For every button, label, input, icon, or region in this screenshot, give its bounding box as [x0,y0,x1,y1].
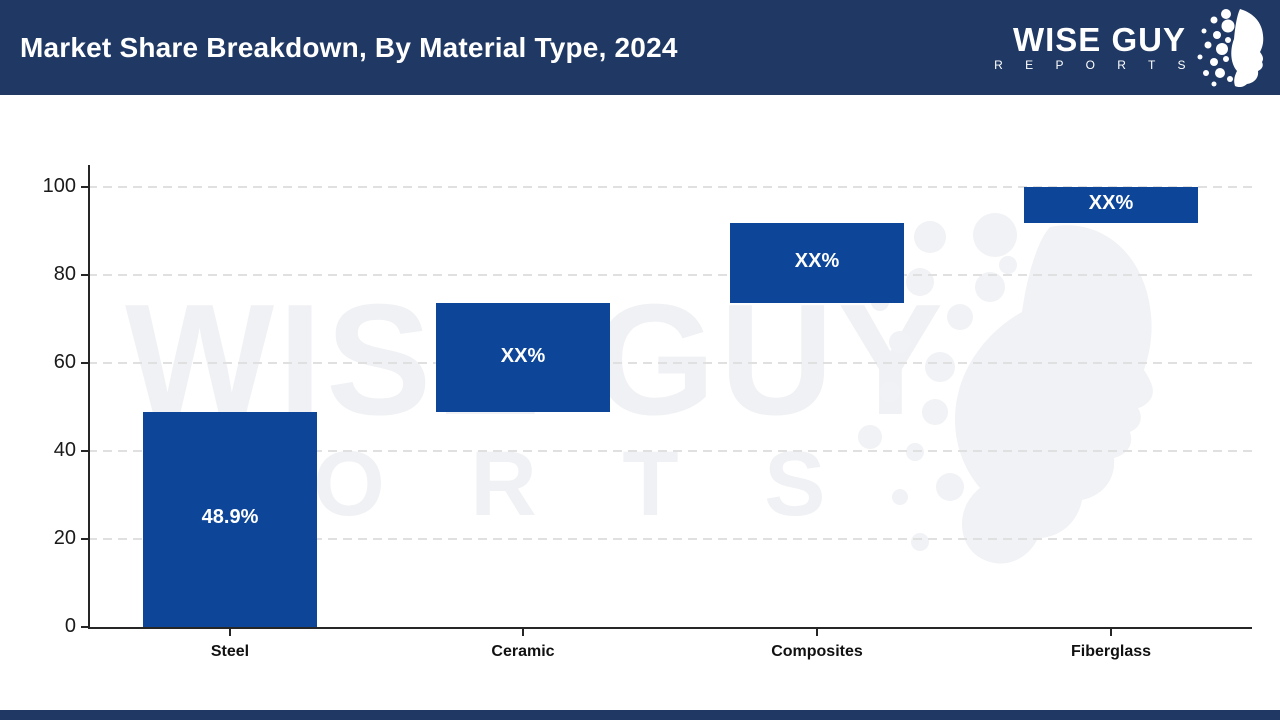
gridline-60 [88,362,1252,364]
y-axis-tick-label: 60 [53,351,76,373]
y-axis-tick-label: 100 [42,175,76,197]
bar-value-label: XX% [794,250,840,273]
brand-logo-name: WISE GUY [1012,20,1186,58]
y-axis-tick-mark [81,626,88,628]
x-axis-category-label: Fiberglass [1070,643,1152,660]
y-axis-tick-label: 40 [53,439,76,461]
bar-value-label: 48.9% [201,506,259,529]
x-axis-category-label: Ceramic [491,643,555,660]
y-axis-tick-mark [81,450,88,452]
bar-value-label: XX% [500,344,546,367]
bar-value-label: XX% [1088,192,1134,215]
x-axis-category-label: Steel [210,643,250,660]
brand-logo-subtitle: R E P O R T S [994,57,1195,72]
page-title: Market Share Breakdown, By Material Type… [20,31,678,63]
x-axis-line [88,627,1252,629]
y-axis-line [88,165,90,629]
y-axis-tick-label: 80 [53,263,76,285]
brand-logo: WISE GUY R E P O R T S [994,7,1266,89]
waterfall-chart: 0 20 40 60 80 100 48.9% XX% XX% XX% Steel Ceramic Co… [0,95,1280,710]
gridline-20 [88,538,1252,540]
header-bar: Market Share Breakdown, By Material Type… [0,0,1280,95]
x-axis-category-label: Composites [771,643,863,660]
bar-steel [143,411,317,627]
x-axis-tick-mark [816,629,818,636]
x-axis-tick-mark [522,629,524,636]
brand-logo-text: WISE GUY R E P O R T S [994,20,1186,73]
y-axis-tick-label: 0 [64,615,76,637]
gridline-40 [88,450,1252,452]
footer-bar [0,710,1280,720]
bar-fiberglass [1024,187,1198,224]
y-axis-tick-mark [81,538,88,540]
bar-composites [730,223,904,304]
y-axis-tick-mark [81,186,88,188]
y-axis-tick-label: 20 [53,527,76,549]
x-axis-tick-mark [229,629,231,636]
brand-logo-face-icon [1197,8,1264,87]
x-axis-tick-mark [1110,629,1112,636]
y-axis-tick-mark [81,274,88,276]
gridline-80 [88,274,1252,276]
watermark-face-icon [858,213,1153,564]
bar-ceramic [436,303,610,412]
y-axis-tick-mark [81,362,88,364]
gridline-100 [88,186,1252,188]
